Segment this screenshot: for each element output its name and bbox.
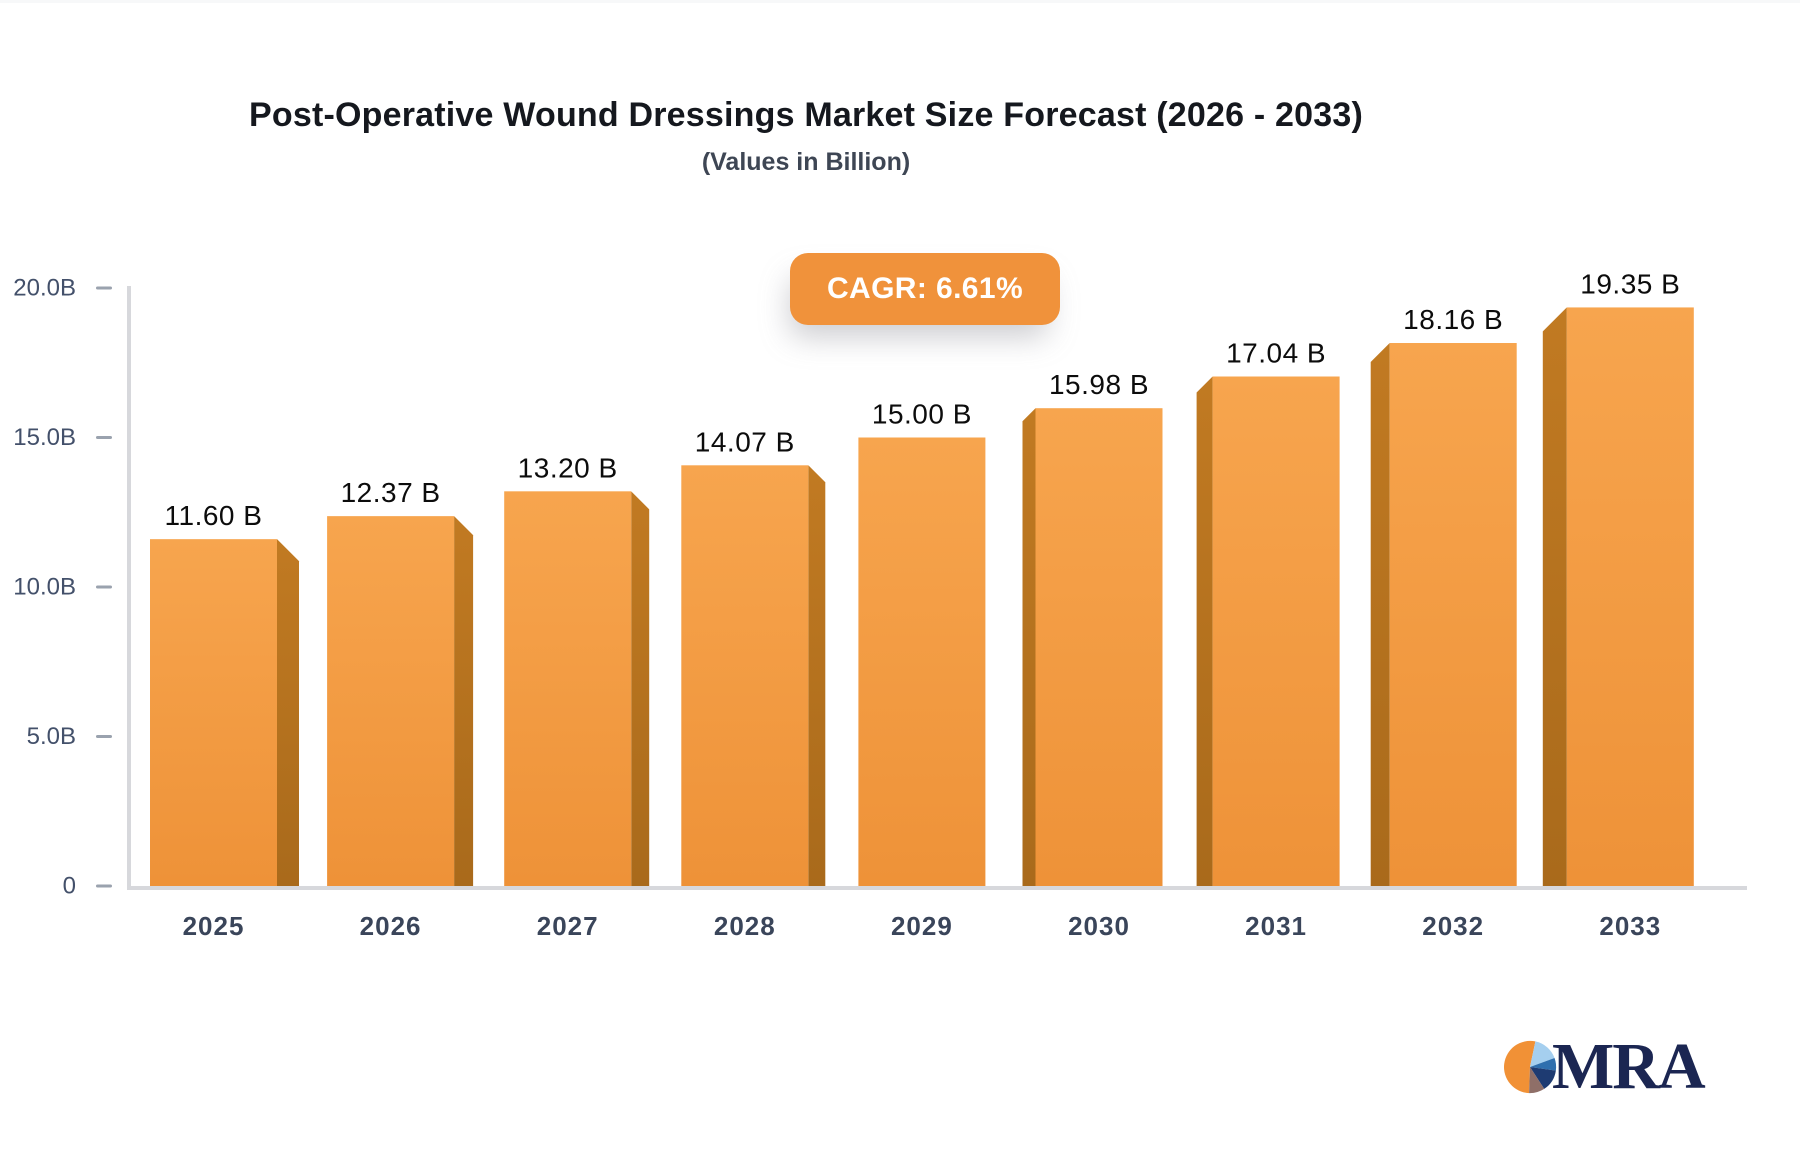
bar-2029: 15.00 B 2029 [858, 399, 986, 941]
cagr-badge: CAGR: 6.61% [790, 253, 1060, 325]
bar-2032: 18.16 B 2032 [1370, 304, 1517, 941]
bar-2026: 12.37 B 2026 [327, 477, 474, 941]
logo-wordmark: MRA [1552, 1030, 1706, 1103]
x-axis-category-label: 2028 [714, 911, 776, 941]
x-axis-category-label: 2033 [1599, 911, 1661, 941]
y-tick-mark [96, 286, 112, 290]
chart-header: Post-Operative Wound Dressings Market Si… [0, 94, 1612, 178]
bar-front-face [681, 465, 809, 886]
y-tick-label: 10.0B [13, 574, 76, 601]
bar-front-face [858, 437, 986, 886]
bar-2028: 14.07 B 2028 [681, 426, 826, 941]
bar-value-label: 17.04 B [1226, 338, 1326, 369]
bar-side-face [1196, 376, 1213, 886]
y-tick-label: 5.0B [27, 723, 76, 750]
chart-subtitle: (Values in Billion) [701, 148, 911, 176]
bar-side-face [808, 465, 826, 886]
bar-value-label: 15.98 B [1049, 369, 1149, 400]
bar-side-face [1370, 343, 1390, 886]
bar-front-face [327, 516, 455, 886]
x-axis-category-label: 2030 [1068, 911, 1130, 941]
bar-2025: 11.60 B 2025 [150, 500, 299, 941]
bar-side-face [1022, 408, 1036, 886]
bar-front-face [1035, 408, 1163, 886]
y-axis-line [127, 286, 131, 890]
x-axis-category-label: 2032 [1422, 911, 1484, 941]
x-axis-line [127, 886, 1747, 890]
bar-side-face [631, 491, 650, 886]
bar-front-face [504, 491, 632, 886]
cagr-badge-label: CAGR: 6.61% [826, 272, 1024, 305]
bar-side-face [277, 539, 299, 886]
x-axis-category-label: 2025 [183, 911, 245, 941]
bar-2027: 13.20 B 2027 [504, 452, 650, 941]
x-axis-category-label: 2029 [891, 911, 953, 941]
bar-value-label: 15.00 B [872, 399, 972, 430]
y-tick-label: 20.0B [13, 275, 76, 302]
y-tick-mark [96, 585, 112, 589]
bar-2033: 19.35 B 2033 [1542, 268, 1694, 941]
bar-front-face [1566, 307, 1694, 886]
mra-logo: MRA [1502, 1030, 1706, 1103]
pie-chart-icon [1504, 1040, 1557, 1094]
x-axis-category-label: 2027 [537, 911, 599, 941]
y-tick-mark [96, 436, 112, 439]
bar-value-label: 12.37 B [341, 477, 441, 508]
bar-value-label: 19.35 B [1580, 268, 1680, 299]
bar-value-label: 18.16 B [1403, 304, 1503, 335]
bar-value-label: 11.60 B [165, 500, 263, 531]
chart-title: Post-Operative Wound Dressings Market Si… [249, 96, 1363, 134]
card-top-edge [0, 0, 1800, 3]
y-tick-label: 15.0B [13, 424, 76, 451]
x-axis-category-label: 2026 [360, 911, 422, 941]
bar-front-face [1212, 376, 1340, 886]
y-tick-mark [96, 884, 112, 888]
y-tick-mark [96, 735, 112, 738]
bar-2031: 17.04 B 2031 [1196, 338, 1340, 941]
bar-side-face [1542, 307, 1567, 886]
bar-side-face [454, 516, 474, 886]
bar-value-label: 13.20 B [518, 452, 618, 483]
bar-front-face [1389, 343, 1517, 886]
bar-front-face [150, 539, 277, 886]
bar-value-label: 14.07 B [695, 426, 795, 457]
x-axis-category-label: 2031 [1245, 911, 1307, 941]
y-tick-label: 0 [63, 873, 76, 900]
bar-2030: 15.98 B 2030 [1022, 369, 1163, 941]
